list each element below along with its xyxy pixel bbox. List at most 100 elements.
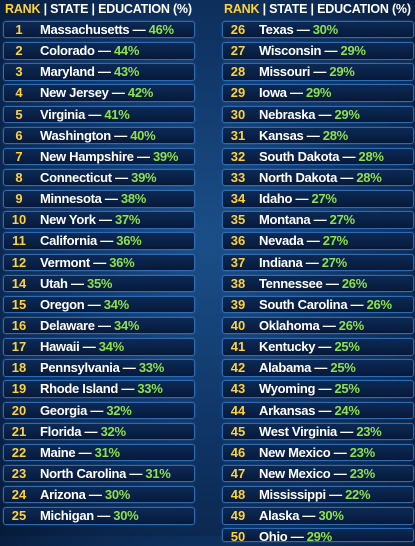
state-name: Colorado bbox=[40, 43, 95, 59]
education-percent: 31% bbox=[94, 444, 120, 460]
education-percent: 46% bbox=[148, 22, 174, 37]
state-name: California bbox=[40, 233, 97, 249]
state-name: Alaska bbox=[259, 508, 300, 524]
separator-dash: — bbox=[101, 191, 121, 207]
state-entry: Connecticut — 39% bbox=[40, 170, 157, 185]
education-percent: 43% bbox=[114, 64, 140, 80]
separator-dash: — bbox=[94, 317, 115, 333]
state-entry: Rhode Island — 33% bbox=[40, 381, 163, 397]
education-percent: 29% bbox=[334, 106, 360, 122]
state-entry: Nebraska — 29% bbox=[259, 107, 360, 122]
state-name: Florida bbox=[40, 423, 82, 439]
education-percent: 27% bbox=[311, 191, 337, 207]
state-entry: Washington — 40% bbox=[40, 127, 156, 143]
list-item: 20 Georgia — 32% bbox=[3, 401, 195, 419]
list-item: 37 Indiana — 27% bbox=[222, 253, 414, 271]
state-entry: Texas — 30% bbox=[259, 22, 338, 37]
list-item: 25 Michigan — 30% bbox=[3, 507, 195, 525]
separator-dash: — bbox=[321, 43, 341, 59]
state-name: Ohio bbox=[259, 529, 288, 545]
education-percent: 28% bbox=[358, 148, 384, 164]
separator-dash: — bbox=[75, 444, 95, 460]
education-percent: 22% bbox=[345, 487, 371, 503]
list-item: 31 Kansas — 28% bbox=[222, 126, 414, 145]
state-entry: Minnesota — 38% bbox=[40, 191, 146, 206]
education-percent: 34% bbox=[98, 339, 124, 355]
separator-dash: — bbox=[322, 275, 342, 291]
state-name: Kansas bbox=[259, 127, 304, 143]
separator-dash: — bbox=[119, 360, 139, 376]
list-item: 9 Minnesota — 38% bbox=[3, 190, 195, 208]
list-item: 28 Missouri — 29% bbox=[222, 63, 414, 81]
list-item: 33 North Dakota — 28% bbox=[222, 168, 414, 187]
education-percent: 36% bbox=[109, 254, 135, 270]
rank-number: 29 bbox=[230, 85, 246, 101]
list-item: 29 Iowa — 29% bbox=[222, 84, 414, 102]
state-entry: Vermont — 36% bbox=[40, 254, 135, 270]
rank-number: 1 bbox=[15, 22, 23, 37]
rank-number: 43 bbox=[230, 381, 246, 397]
state-entry: Florida — 32% bbox=[40, 424, 126, 439]
state-name: Maine bbox=[40, 444, 76, 460]
education-percent: 32% bbox=[100, 423, 126, 439]
rank-number: 50 bbox=[230, 529, 246, 545]
rank-number: 19 bbox=[11, 381, 27, 397]
separator-dash: — bbox=[93, 508, 114, 524]
rank-number: 36 bbox=[230, 233, 246, 249]
state-entry: Montana — 27% bbox=[259, 212, 355, 227]
state-entry: Wisconsin — 29% bbox=[259, 43, 366, 58]
state-entry: Delaware — 34% bbox=[40, 318, 139, 333]
separator-dash: — bbox=[315, 339, 335, 355]
separator-dash: — bbox=[287, 529, 307, 545]
state-name: Texas bbox=[259, 22, 294, 37]
state-entry: Utah — 35% bbox=[40, 276, 112, 291]
separator-dash: — bbox=[96, 233, 117, 249]
education-percent: 38% bbox=[120, 191, 147, 207]
education-percent: 23% bbox=[356, 423, 382, 439]
separator-dash: — bbox=[79, 339, 99, 355]
rank-number: 25 bbox=[11, 508, 27, 524]
education-percent: 29% bbox=[306, 529, 332, 545]
list-item: 32 South Dakota — 28% bbox=[222, 147, 414, 166]
education-percent: 26% bbox=[338, 317, 364, 333]
separator-dash: — bbox=[339, 148, 359, 164]
state-name: Arizona bbox=[40, 487, 86, 503]
education-percent: 28% bbox=[356, 169, 382, 185]
list-item: 26 Texas — 30% bbox=[222, 21, 414, 39]
state-name: North Carolina bbox=[40, 465, 127, 481]
list-item: 23 North Carolina — 31% bbox=[3, 464, 195, 483]
separator-dash: — bbox=[110, 127, 131, 143]
rank-number: 31 bbox=[230, 127, 246, 143]
rank-number: 33 bbox=[230, 169, 246, 185]
state-name: Rhode Island bbox=[40, 381, 119, 397]
state-name: Idaho bbox=[259, 191, 293, 207]
state-entry: Massachusetts — 46% bbox=[40, 22, 174, 37]
rank-number: 22 bbox=[11, 444, 27, 460]
education-percent: 39% bbox=[152, 148, 179, 164]
list-item: 18 Pennsylvania — 33% bbox=[3, 359, 195, 377]
state-entry: Tennessee — 26% bbox=[259, 276, 367, 291]
separator-dash: — bbox=[347, 296, 367, 312]
state-entry: Colorado — 44% bbox=[40, 43, 139, 58]
list-item: 27 Wisconsin — 29% bbox=[222, 42, 414, 60]
state-name: Montana bbox=[259, 212, 311, 228]
list-item: 7 New Hampshire — 39% bbox=[3, 147, 195, 166]
rank-number: 40 bbox=[230, 317, 246, 333]
rank-number: 28 bbox=[230, 64, 246, 80]
list-item: 16 Delaware — 34% bbox=[3, 316, 195, 335]
separator-dash: — bbox=[299, 508, 319, 524]
state-entry: South Dakota — 28% bbox=[259, 149, 384, 164]
education-percent: 24% bbox=[334, 402, 360, 418]
education-percent: 30% bbox=[318, 508, 344, 524]
state-name: South Carolina bbox=[259, 296, 348, 312]
rank-number: 24 bbox=[11, 487, 27, 503]
rank-number: 23 bbox=[11, 465, 27, 481]
separator-dash: — bbox=[315, 402, 335, 418]
rank-number: 26 bbox=[230, 22, 246, 37]
rank-number: 16 bbox=[11, 317, 27, 333]
rank-number: 48 bbox=[230, 487, 246, 503]
rank-number: 17 bbox=[11, 339, 27, 355]
list-item: 17 Hawaii — 34% bbox=[3, 338, 195, 356]
state-name: Vermont bbox=[40, 254, 90, 270]
state-name: Arkansas bbox=[259, 402, 316, 418]
